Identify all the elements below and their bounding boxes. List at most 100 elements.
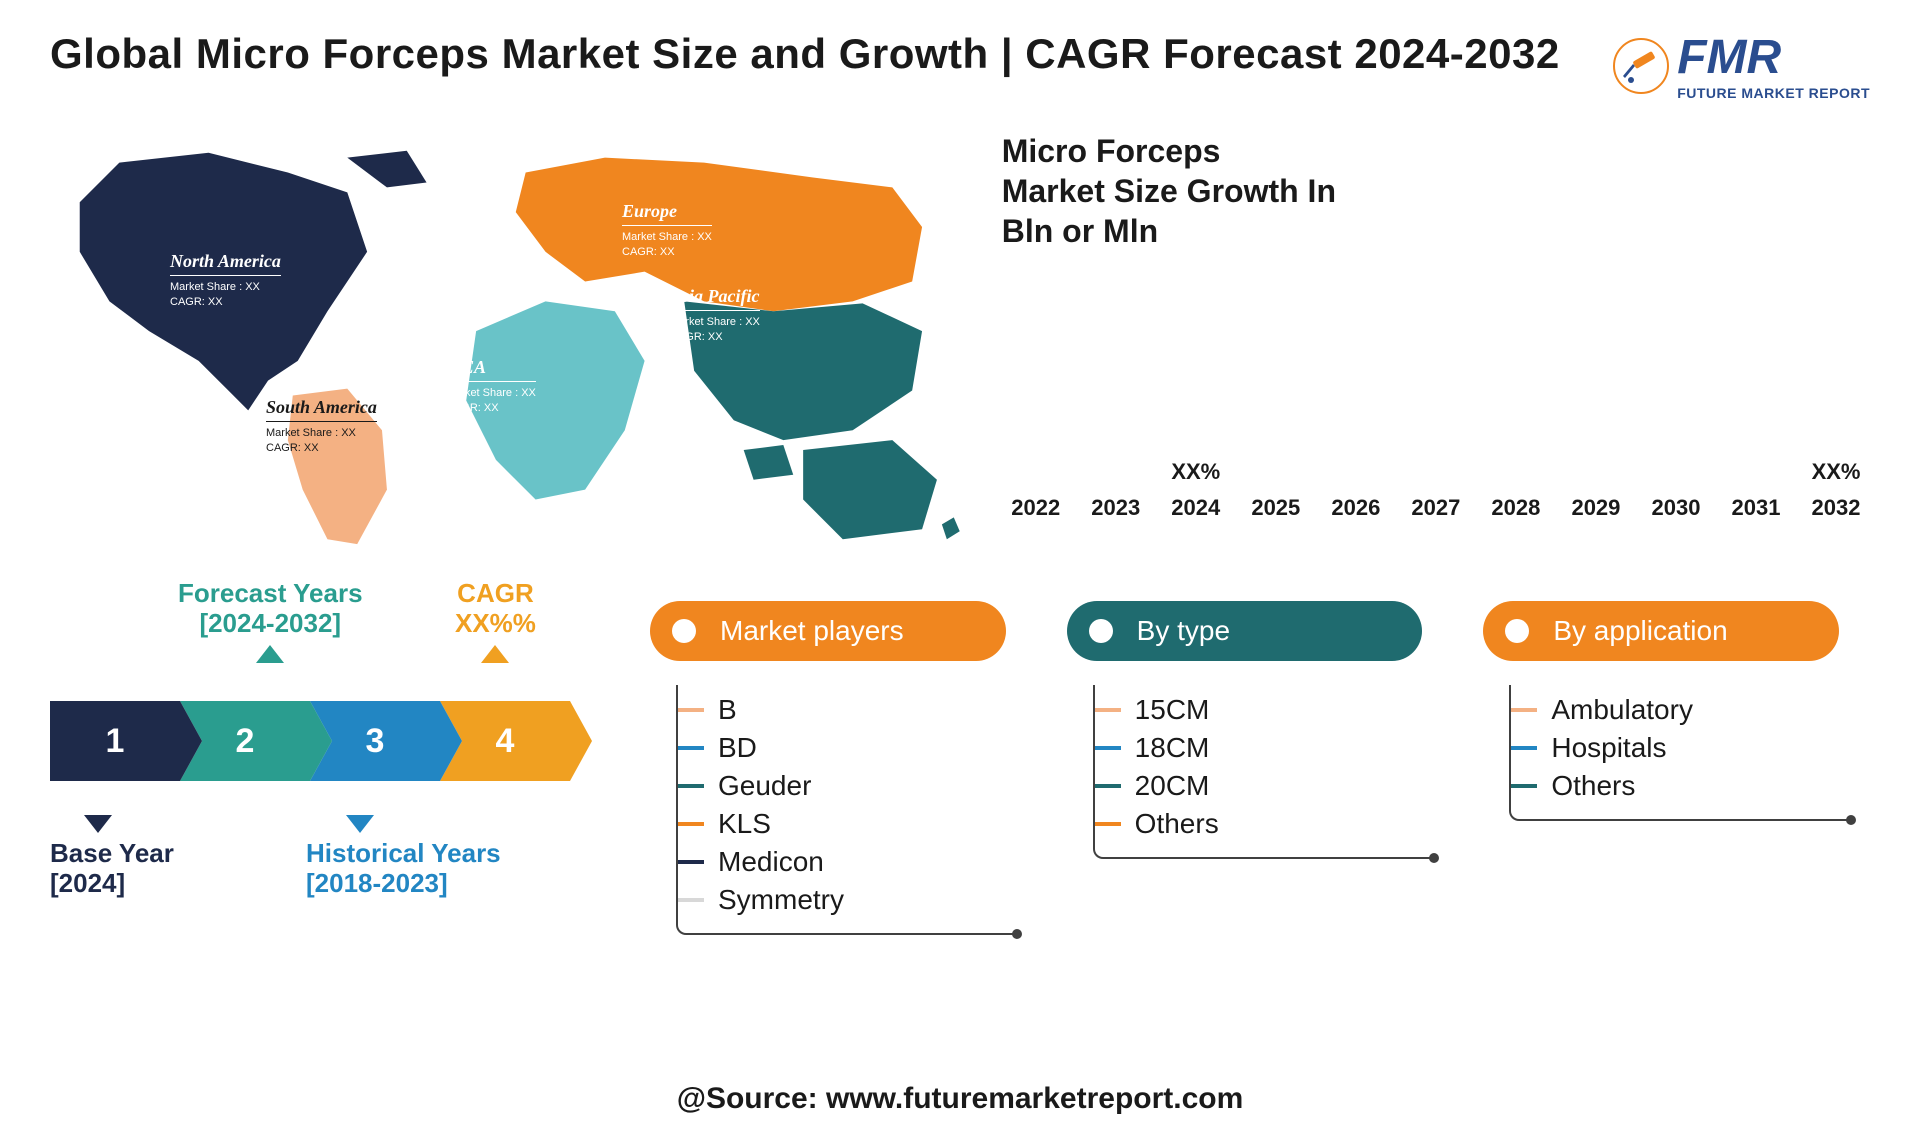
segment-item-label: 18CM — [1135, 732, 1210, 764]
world-map-svg — [50, 131, 962, 551]
segment-item-label: Ambulatory — [1551, 694, 1693, 726]
pill-dot-icon — [1089, 619, 1113, 643]
segment-tick — [1095, 784, 1121, 788]
growth-bar-chart: Micro ForcepsMarket Size Growth InBln or… — [992, 131, 1870, 551]
segment-tick — [678, 746, 704, 750]
segment-tick — [1511, 708, 1537, 712]
segment-tick — [1511, 746, 1537, 750]
pill-dot-icon — [672, 619, 696, 643]
bar-2024: XX% 2024 — [1162, 487, 1230, 521]
bar-2030: 2030 — [1642, 487, 1710, 521]
map-region-mea: MEA Market Share : XX CAGR: XX — [446, 357, 536, 416]
segment-item: Symmetry — [678, 881, 1016, 919]
map-region-sa: South America Market Share : XX CAGR: XX — [266, 397, 377, 456]
segment-item: Ambulatory — [1511, 691, 1849, 729]
segment-tick — [678, 860, 704, 864]
segment-panel-1: By type 15CM 18CM 20CM Others — [1067, 601, 1454, 935]
bar-annotation: XX% — [1171, 459, 1220, 485]
bar-2022: 2022 — [1002, 487, 1070, 521]
bar-year-label: 2030 — [1651, 495, 1700, 521]
fmr-logo: FMR FUTURE MARKET REPORT — [1613, 30, 1870, 101]
map-region-ap: Asia Pacific Market Share : XX CAGR: XX — [670, 286, 760, 345]
segment-tick — [1511, 784, 1537, 788]
chart-title: Micro ForcepsMarket Size Growth InBln or… — [1002, 131, 1870, 251]
segment-item-label: B — [718, 694, 737, 726]
segment-item: Medicon — [678, 843, 1016, 881]
logo-main-text: FMR — [1677, 30, 1870, 85]
historical-years-label: Historical Years — [306, 839, 501, 869]
bar-year-label: 2024 — [1171, 495, 1220, 521]
region-name: South America — [266, 397, 377, 418]
bar-2026: 2026 — [1322, 487, 1390, 521]
bar-2027: 2027 — [1402, 487, 1470, 521]
segment-tick — [678, 784, 704, 788]
segment-item: 18CM — [1095, 729, 1433, 767]
segment-list: 15CM 18CM 20CM Others — [1093, 685, 1433, 859]
bar-2029: 2029 — [1562, 487, 1630, 521]
segment-item: 15CM — [1095, 691, 1433, 729]
cagr-label: CAGR — [455, 579, 536, 609]
segment-item: Others — [1511, 767, 1849, 805]
bar-year-label: 2028 — [1491, 495, 1540, 521]
region-cagr: CAGR: XX — [170, 295, 281, 310]
segment-tick — [678, 708, 704, 712]
world-map: North America Market Share : XX CAGR: XX… — [50, 131, 962, 551]
logo-sub-text: FUTURE MARKET REPORT — [1677, 85, 1870, 101]
segment-item: KLS — [678, 805, 1016, 843]
bar-2028: 2028 — [1482, 487, 1550, 521]
timeline-panel: Forecast Years [2024-2032] CAGR XX%% 123… — [50, 601, 610, 781]
telescope-icon — [1613, 38, 1669, 94]
segment-title: By application — [1553, 615, 1727, 647]
bar-2032: XX% 2032 — [1802, 487, 1870, 521]
cagr-value: XX%% — [455, 609, 536, 639]
bar-year-label: 2032 — [1812, 495, 1861, 521]
segment-item: B — [678, 691, 1016, 729]
segment-tick — [1095, 708, 1121, 712]
segment-item-label: KLS — [718, 808, 771, 840]
segment-item-label: BD — [718, 732, 757, 764]
base-year-label: Base Year — [50, 839, 174, 869]
bar-year-label: 2025 — [1251, 495, 1300, 521]
region-name: MEA — [446, 357, 536, 378]
region-cagr: CAGR: XX — [266, 441, 377, 456]
forecast-years-range: [2024-2032] — [178, 609, 363, 639]
segment-item-label: Symmetry — [718, 884, 844, 916]
region-cagr: CAGR: XX — [670, 330, 760, 345]
bar-year-label: 2026 — [1331, 495, 1380, 521]
segment-item-label: Medicon — [718, 846, 824, 878]
segment-item-label: Geuder — [718, 770, 811, 802]
base-year-range: [2024] — [50, 869, 174, 899]
region-share: Market Share : XX — [170, 280, 281, 295]
segment-item-label: Hospitals — [1551, 732, 1666, 764]
map-region-na: North America Market Share : XX CAGR: XX — [170, 251, 281, 310]
segment-panel-2: By application Ambulatory Hospitals Othe… — [1483, 601, 1870, 935]
segment-item: 20CM — [1095, 767, 1433, 805]
source-attribution: @Source: www.futuremarketreport.com — [0, 1082, 1920, 1116]
segment-pill: By type — [1067, 601, 1423, 661]
pill-dot-icon — [1505, 619, 1529, 643]
segment-tick — [678, 898, 704, 902]
segment-tick — [1095, 822, 1121, 826]
bar-year-label: 2031 — [1732, 495, 1781, 521]
region-share: Market Share : XX — [266, 426, 377, 441]
segment-tick — [678, 822, 704, 826]
segment-item: Geuder — [678, 767, 1016, 805]
segment-item: Hospitals — [1511, 729, 1849, 767]
segment-pill: Market players — [650, 601, 1006, 661]
bar-year-label: 2023 — [1091, 495, 1140, 521]
forecast-years-label: Forecast Years — [178, 579, 363, 609]
region-cagr: CAGR: XX — [446, 401, 536, 416]
region-cagr: CAGR: XX — [622, 245, 712, 260]
region-name: Asia Pacific — [670, 286, 760, 307]
segment-item: BD — [678, 729, 1016, 767]
bar-2031: 2031 — [1722, 487, 1790, 521]
segment-panel-0: Market players B BD Geuder KLS Medicon S… — [650, 601, 1037, 935]
bar-annotation: XX% — [1812, 459, 1861, 485]
segment-list: B BD Geuder KLS Medicon Symmetry — [676, 685, 1016, 935]
segment-item-label: 15CM — [1135, 694, 1210, 726]
segment-list: Ambulatory Hospitals Others — [1509, 685, 1849, 821]
map-region-eu: Europe Market Share : XX CAGR: XX — [622, 201, 712, 260]
bar-year-label: 2027 — [1411, 495, 1460, 521]
region-share: Market Share : XX — [446, 386, 536, 401]
segment-item-label: Others — [1135, 808, 1219, 840]
